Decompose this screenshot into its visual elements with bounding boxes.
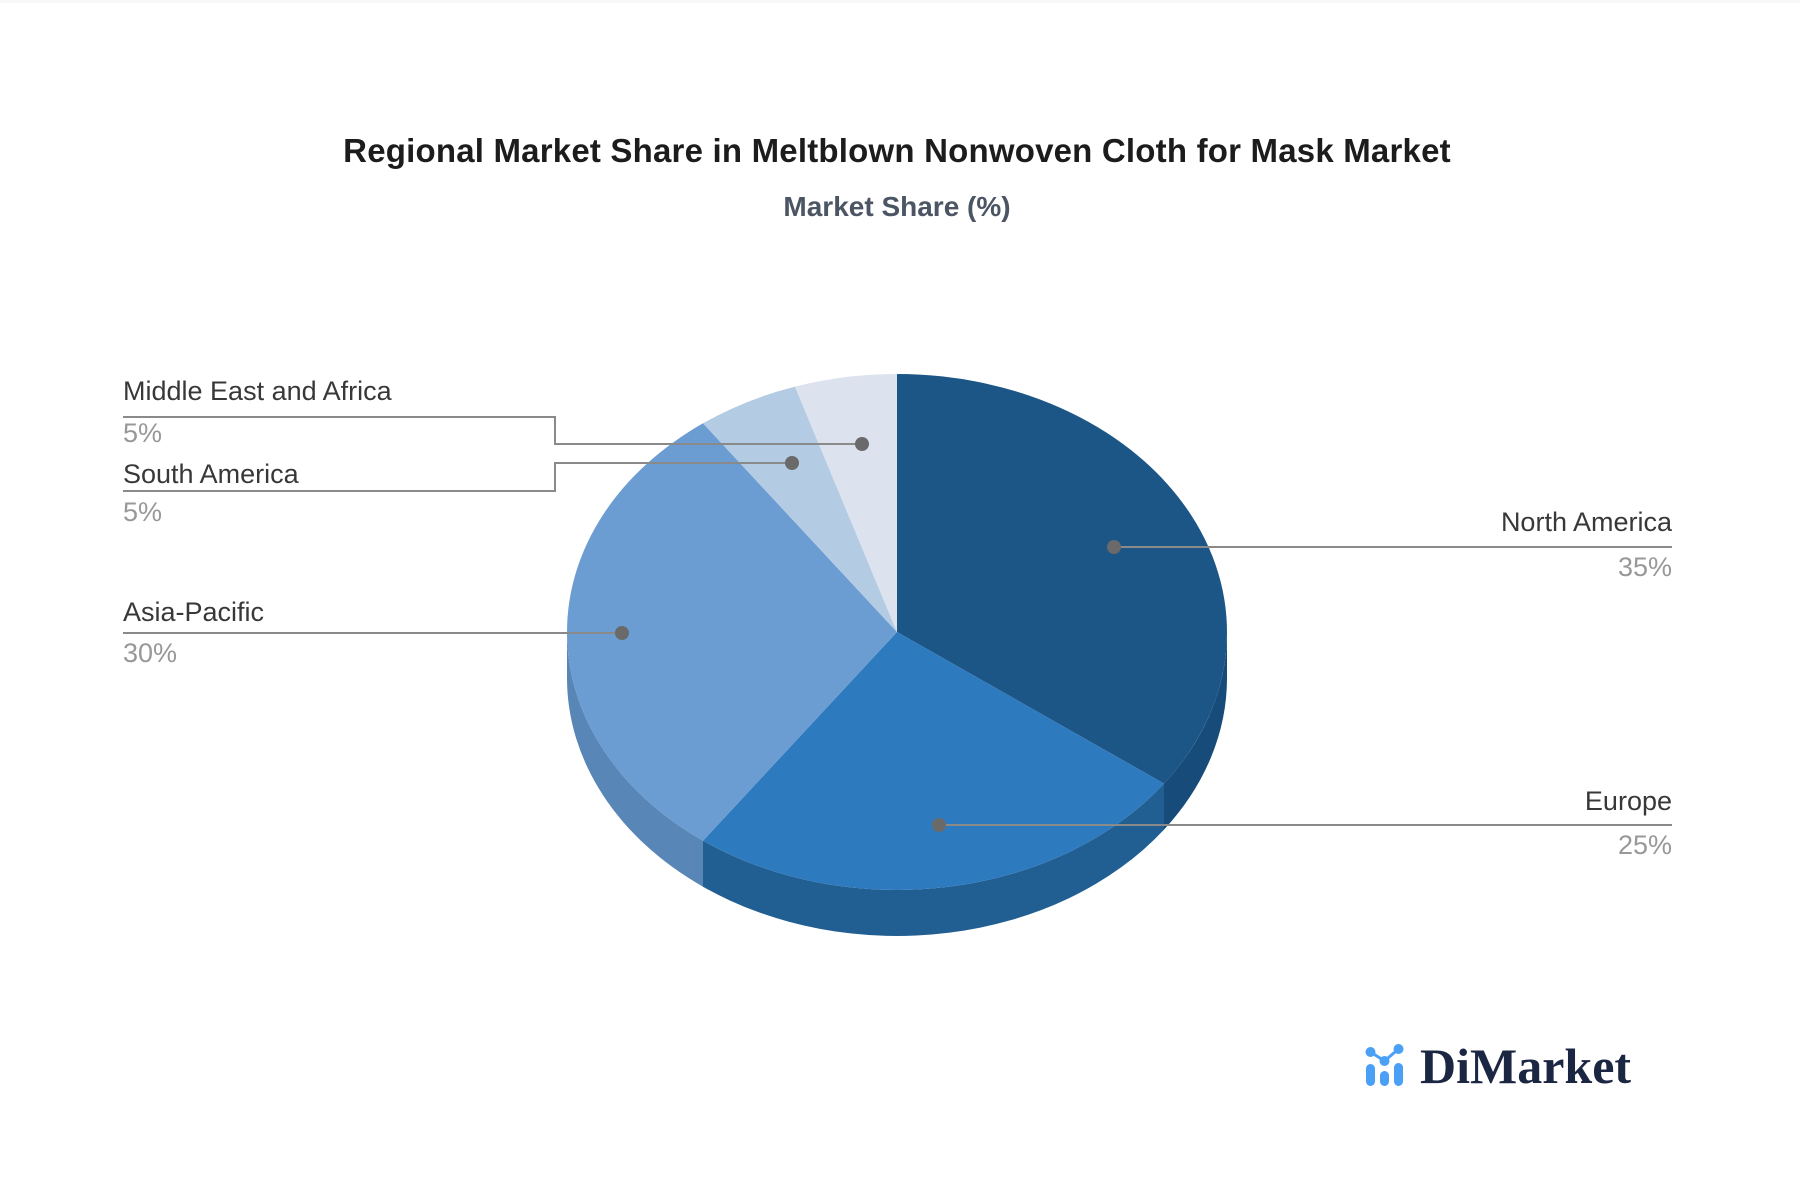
pie-slice-side-asia-pacific bbox=[567, 632, 703, 887]
pie-slice-asia-pacific[interactable] bbox=[567, 423, 897, 841]
slice-label-middle-east-and-africa: Middle East and Africa bbox=[123, 376, 392, 406]
slice-value-north-america: 35% bbox=[1617, 552, 1672, 582]
pie-slice-middle-east-and-africa[interactable] bbox=[795, 374, 897, 632]
slice-value-asia-pacific: 30% bbox=[123, 638, 178, 668]
bar-chart-logo-icon bbox=[1365, 1044, 1404, 1086]
slice-label-south-america: South America bbox=[123, 459, 299, 489]
leader-dot-europe bbox=[932, 818, 946, 832]
pie-slice-side-north-america bbox=[1164, 632, 1227, 830]
leader-line-middle-east-and-africa bbox=[123, 416, 862, 445]
slice-label-north-america: North America bbox=[1500, 507, 1672, 537]
chart-title: Regional Market Share in Meltblown Nonwo… bbox=[343, 132, 1451, 169]
pie-slice-north-america[interactable] bbox=[897, 374, 1227, 784]
leader-line-south-america bbox=[123, 462, 792, 492]
slice-value-europe: 25% bbox=[1617, 830, 1672, 860]
brand-name: DiMarket bbox=[1420, 1038, 1632, 1094]
leader-dot-middle-east-and-africa bbox=[855, 437, 869, 451]
leader-dot-north-america bbox=[1107, 540, 1121, 554]
slice-label-europe: Europe bbox=[1584, 786, 1672, 816]
pie-slice-south-america[interactable] bbox=[703, 386, 897, 632]
leader-dot-asia-pacific bbox=[615, 626, 629, 640]
slice-label-asia-pacific: Asia-Pacific bbox=[123, 597, 265, 627]
brand-logo: DiMarket bbox=[1362, 1036, 1631, 1096]
slice-value-south-america: 5% bbox=[123, 497, 163, 527]
leader-dot-south-america bbox=[785, 456, 799, 470]
chart-subtitle: Market Share (%) bbox=[783, 191, 1011, 222]
pie-slice-side-europe bbox=[703, 783, 1164, 936]
slice-value-middle-east-and-africa: 5% bbox=[123, 418, 163, 448]
top-hairline bbox=[0, 0, 1800, 3]
